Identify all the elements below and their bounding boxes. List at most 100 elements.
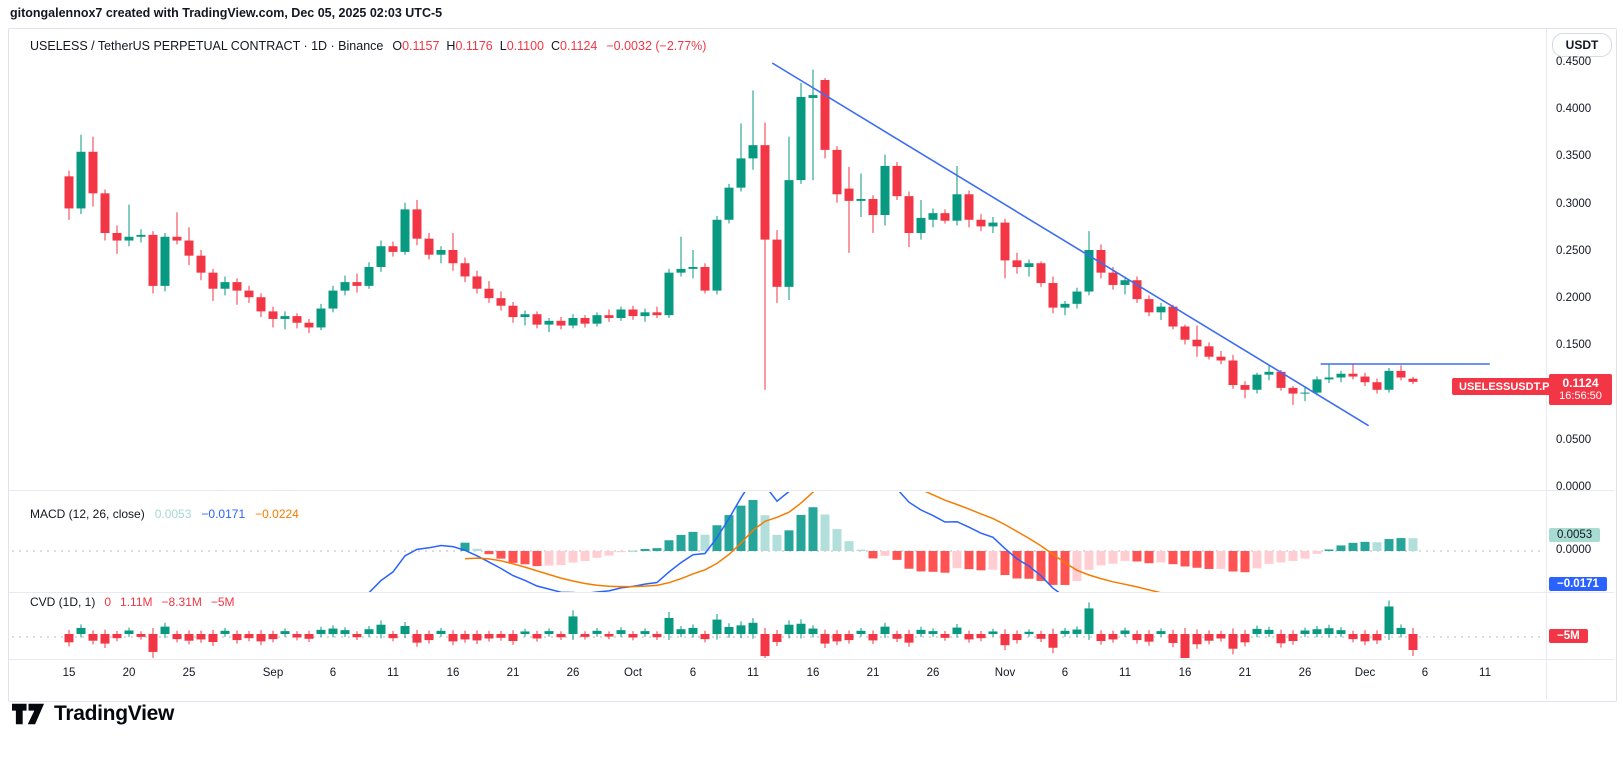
candle-body <box>1360 376 1370 383</box>
cvd-body <box>640 631 650 634</box>
macd-hist-bar <box>1252 551 1262 569</box>
candle-body <box>1024 263 1034 267</box>
macd-hist-bar <box>892 551 902 560</box>
cvd-body <box>472 634 482 641</box>
candle-body <box>136 234 146 237</box>
separator-price-macd[interactable] <box>9 490 1614 491</box>
cvd-body <box>184 634 194 641</box>
macd-histogram[interactable] <box>460 499 1418 585</box>
cvd-body <box>376 624 386 634</box>
macd-hist-bar <box>1108 551 1118 564</box>
macd-header: MACD (12, 26, close) 0.0053 −0.0171 −0.0… <box>30 507 299 521</box>
cvd-body <box>112 634 122 639</box>
cvd-body <box>1060 630 1070 634</box>
cvd-body <box>928 631 938 634</box>
macd-lines[interactable] <box>368 447 1413 647</box>
cvd-body <box>316 629 326 634</box>
macd-hist-bar <box>532 551 542 567</box>
cvd-body <box>1360 634 1370 642</box>
price-tick-label: 0.3000 <box>1556 197 1592 210</box>
candle-body <box>904 196 914 233</box>
time-tick-label: 6 <box>689 667 697 679</box>
macd-hist-bar <box>580 551 590 562</box>
macd-hist-bar <box>772 534 782 551</box>
time-tick-label: 16 <box>806 667 820 679</box>
ohlc-open: O0.1157 <box>392 39 440 53</box>
cvd-body <box>100 634 110 644</box>
candle-body <box>244 290 254 298</box>
macd-hist-bar <box>688 531 698 551</box>
macd-hist-bar <box>1384 539 1394 551</box>
price-pane-candles[interactable] <box>64 69 1418 405</box>
currency-button[interactable]: USDT <box>1552 33 1612 57</box>
time-tick-label: 21 <box>866 667 880 679</box>
cvd-body <box>256 634 266 642</box>
macd-signal-line <box>464 492 1161 592</box>
macd-hist-bar <box>1168 551 1178 565</box>
candle-body <box>1228 360 1238 386</box>
cvd-body <box>1288 634 1298 642</box>
macd-hist-bar <box>616 551 626 553</box>
candle-body <box>208 272 218 289</box>
cvd-body <box>196 634 206 640</box>
macd-hist-bar <box>676 534 686 551</box>
cvd-body <box>76 627 86 634</box>
candle-body <box>1096 250 1106 273</box>
cvd-low-value: −8.31M <box>161 595 202 609</box>
cvd-body <box>808 628 818 634</box>
cvd-body <box>748 622 758 634</box>
cvd-body <box>988 631 998 634</box>
macd-label[interactable]: MACD (12, 26, close) <box>30 507 145 521</box>
candle-body <box>1396 370 1406 378</box>
candle-body <box>424 238 434 255</box>
time-tick-label: 11 <box>1479 667 1491 679</box>
cvd-body <box>1120 630 1130 634</box>
cvd-label[interactable]: CVD (1D, 1) <box>30 595 96 609</box>
price-tick-label: 0.0000 <box>1556 481 1592 493</box>
footer-brand[interactable]: TradingView <box>12 702 174 726</box>
cvd-body <box>676 629 686 634</box>
ohlc-close: C0.1124 <box>551 39 598 53</box>
macd-hist-bar <box>1132 551 1142 562</box>
candle-body <box>1384 370 1394 390</box>
cvd-body <box>88 634 98 641</box>
candle-body <box>1192 339 1202 347</box>
candle-body <box>880 165 890 216</box>
candle-body <box>364 267 374 286</box>
candle-body <box>532 314 542 325</box>
macd-hist-bar <box>724 515 734 551</box>
candle-body <box>1240 385 1250 390</box>
time-tick-label: 26 <box>926 667 940 679</box>
cvd-bars[interactable] <box>64 600 1418 665</box>
cvd-body <box>820 634 830 644</box>
candle-body <box>256 297 266 312</box>
cvd-body <box>700 634 710 640</box>
cvd-body <box>1252 628 1262 634</box>
change-value: −0.0032 (−2.77%) <box>606 39 707 53</box>
cvd-body <box>136 634 146 637</box>
price-axis-border[interactable] <box>1546 29 1547 699</box>
cvd-body <box>1096 634 1106 642</box>
separator-macd-cvd[interactable] <box>9 592 1614 593</box>
trend-line <box>771 62 1370 427</box>
time-tick-label: 20 <box>122 667 136 679</box>
macd-hist-bar <box>1408 538 1418 551</box>
candle-body <box>1204 346 1214 357</box>
candle-body <box>544 320 554 325</box>
macd-line-value: −0.0171 <box>201 507 246 521</box>
cvd-body <box>1036 634 1046 639</box>
candle-body <box>1060 303 1070 308</box>
cvd-body <box>1336 630 1346 634</box>
candle-body <box>1000 222 1010 261</box>
trendline-drawings[interactable] <box>771 62 1490 427</box>
macd-hist-bar <box>1240 551 1250 573</box>
candle-body <box>868 199 878 216</box>
symbol-title[interactable]: USELESS / TetherUS PERPETUAL CONTRACT · … <box>30 39 384 53</box>
cvd-body <box>496 634 506 638</box>
macd-hist-bar <box>1216 551 1226 569</box>
cvd-body <box>592 630 602 634</box>
candle-body <box>856 199 866 201</box>
candle-body <box>76 151 86 209</box>
cvd-body <box>1384 606 1394 634</box>
